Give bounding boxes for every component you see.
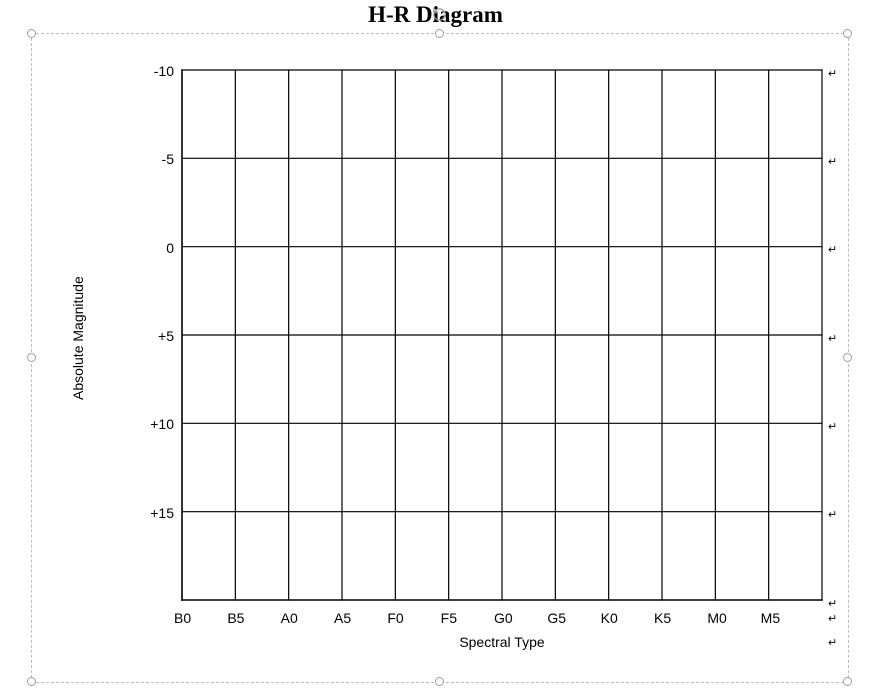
paragraph-mark-icon: ↵ — [828, 636, 837, 649]
hr-diagram-stage: { "canvas": { "width": 871, "height": 69… — [0, 0, 871, 694]
paragraph-mark-icon: ↵ — [828, 612, 837, 625]
resize-handle-br[interactable] — [843, 677, 852, 686]
x-axis-label: Spectral Type — [182, 634, 822, 650]
paragraph-mark-icon: ↵ — [828, 420, 837, 433]
rotate-handle[interactable] — [432, 7, 447, 22]
resize-handle-mt[interactable] — [435, 29, 444, 38]
x-tick-label: A5 — [334, 610, 351, 626]
y-tick-label: 0 — [166, 240, 174, 256]
paragraph-mark-icon: ↵ — [828, 508, 837, 521]
x-tick-label: B5 — [227, 610, 244, 626]
paragraph-mark-icon: ↵ — [828, 597, 837, 610]
paragraph-mark-icon: ↵ — [828, 155, 837, 168]
x-tick-label: M0 — [707, 610, 726, 626]
x-tick-label: K5 — [654, 610, 671, 626]
resize-handle-tl[interactable] — [27, 29, 36, 38]
paragraph-mark-icon: ↵ — [828, 332, 837, 345]
x-tick-label: G5 — [547, 610, 566, 626]
x-tick-label: G0 — [494, 610, 513, 626]
plot-grid — [180, 68, 824, 602]
y-axis-label: Absolute Magnitude — [70, 276, 86, 400]
y-tick-label: -10 — [154, 63, 174, 79]
x-tick-label: A0 — [281, 610, 298, 626]
x-tick-label: B0 — [174, 610, 191, 626]
y-tick-label: +5 — [158, 328, 174, 344]
resize-handle-mb[interactable] — [435, 677, 444, 686]
x-tick-label: F0 — [387, 610, 403, 626]
paragraph-mark-icon: ↵ — [828, 67, 837, 80]
resize-handle-mr[interactable] — [843, 353, 852, 362]
y-tick-label: -5 — [162, 151, 174, 167]
y-tick-label: +10 — [150, 416, 174, 432]
resize-handle-bl[interactable] — [27, 677, 36, 686]
x-tick-label: M5 — [761, 610, 780, 626]
resize-handle-ml[interactable] — [27, 353, 36, 362]
paragraph-mark-icon: ↵ — [828, 243, 837, 256]
x-tick-label: F5 — [441, 610, 457, 626]
resize-handle-tr[interactable] — [843, 29, 852, 38]
y-tick-label: +15 — [150, 505, 174, 521]
x-tick-label: K0 — [601, 610, 618, 626]
